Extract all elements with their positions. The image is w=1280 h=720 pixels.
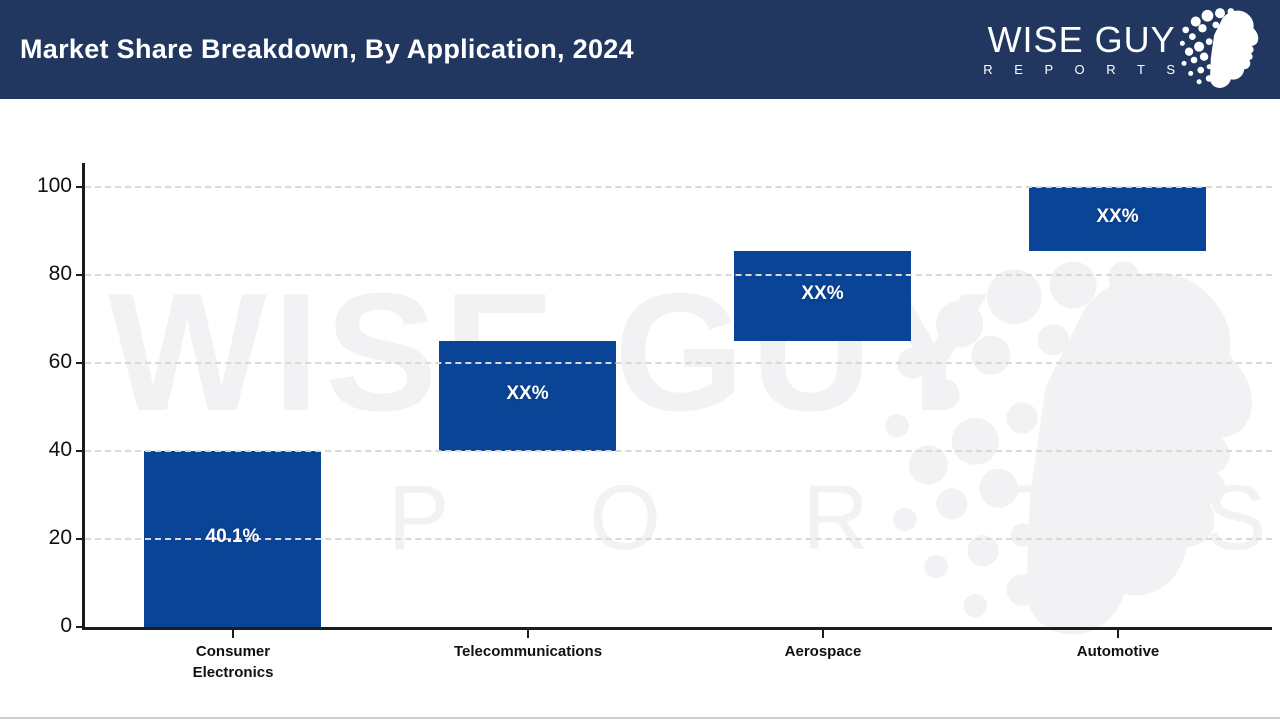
bar-automotive xyxy=(1029,187,1206,251)
bar-aerospace xyxy=(734,251,911,341)
y-tick-mark-0 xyxy=(76,626,85,628)
gridline-20 xyxy=(85,538,1272,540)
page-bottom-border xyxy=(0,717,1280,719)
x-category-label-aerospace: Aerospace xyxy=(784,643,862,660)
x-category-label-automotive: Automotive xyxy=(1076,643,1160,660)
wiseguy-logo-text: WISE GUY R E P O R T S xyxy=(979,19,1184,78)
x-tick-mark-aerospace xyxy=(822,630,824,638)
y-tick-label-100: 100 xyxy=(36,174,72,197)
wiseguy-logo-name: WISE GUY xyxy=(987,19,1176,60)
y-tick-mark-40 xyxy=(76,450,85,452)
y-tick-label-80: 80 xyxy=(48,262,72,285)
wiseguy-logo-subtitle: R E P O R T S xyxy=(983,62,1184,77)
y-axis-line xyxy=(82,163,85,630)
bar-value-label-aerospace: XX% xyxy=(801,283,844,304)
x-axis-line xyxy=(82,627,1272,630)
page-title: Market Share Breakdown, By Application, … xyxy=(20,34,634,64)
x-tick-mark-automotive xyxy=(1117,630,1119,638)
y-tick-mark-100 xyxy=(76,186,85,188)
y-tick-label-40: 40 xyxy=(48,438,72,461)
x-category-label-consumer-electronics: Consumer Electronics xyxy=(192,643,274,681)
x-tick-mark-consumer-electronics xyxy=(232,630,234,638)
y-tick-mark-80 xyxy=(76,274,85,276)
watermark-face-icon xyxy=(858,222,1280,692)
bar-value-label-telecommunications: XX% xyxy=(506,383,549,404)
y-tick-label-60: 60 xyxy=(48,350,72,373)
x-tick-mark-telecommunications xyxy=(527,630,529,638)
bar-telecommunications xyxy=(439,341,616,451)
bar-value-label-consumer-electronics: 40.1% xyxy=(205,526,260,547)
y-tick-label-0: 0 xyxy=(60,614,72,637)
y-tick-label-20: 20 xyxy=(48,526,72,549)
gridline-100 xyxy=(85,186,1272,188)
wiseguy-logo: WISE GUY R E P O R T S xyxy=(979,7,1280,93)
gridline-80 xyxy=(85,274,1272,276)
y-tick-mark-60 xyxy=(76,362,85,364)
header-bar: Market Share Breakdown, By Application, … xyxy=(0,0,1280,99)
gridline-40 xyxy=(85,450,1272,452)
bar-value-label-automotive: XX% xyxy=(1096,206,1139,227)
gridline-60 xyxy=(85,362,1272,364)
y-tick-mark-20 xyxy=(76,538,85,540)
x-category-label-telecommunications: Telecommunications xyxy=(453,643,603,660)
